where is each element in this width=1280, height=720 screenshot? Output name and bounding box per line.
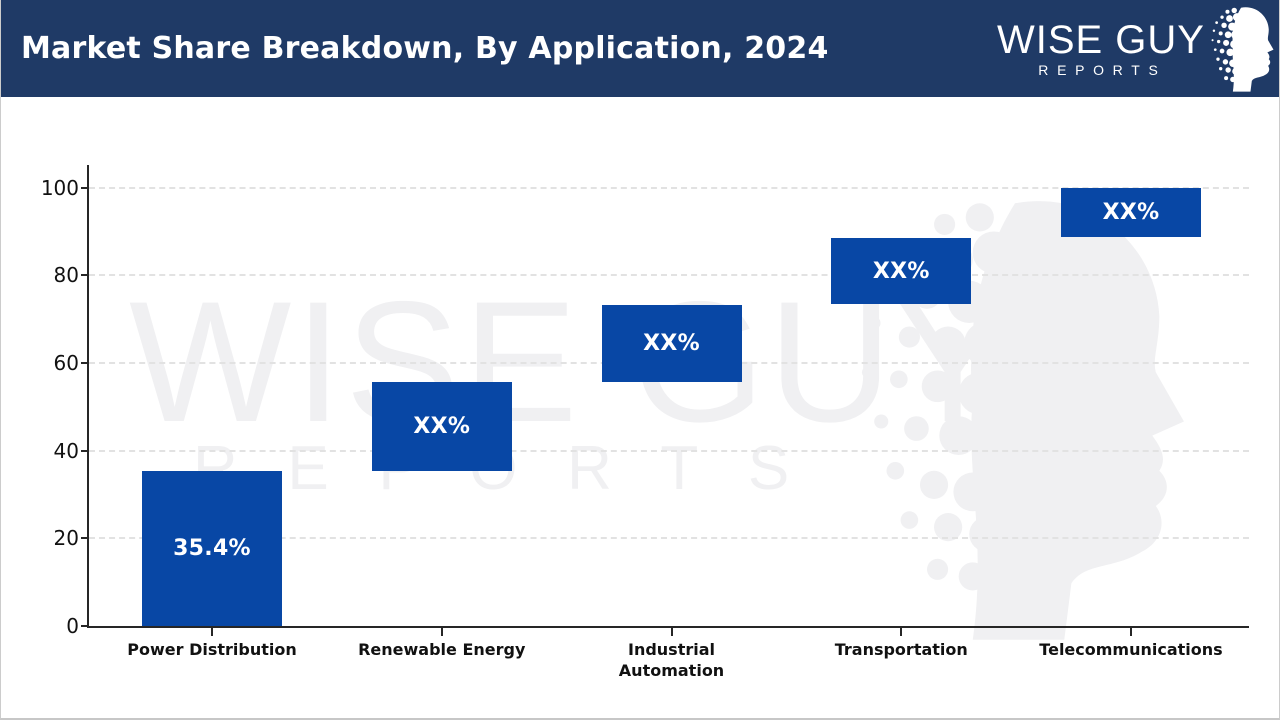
y-axis-tick: [81, 449, 89, 452]
x-axis-tick: [670, 628, 673, 636]
bar-value-label: XX%: [643, 330, 700, 356]
bar-segment: XX%: [1061, 187, 1201, 237]
bar-segment: XX%: [831, 238, 972, 305]
y-tick-label: 100: [40, 175, 79, 200]
x-axis-category-line: Renewable Energy: [358, 640, 526, 659]
x-axis-category-line: Telecommunications: [1039, 640, 1223, 659]
x-axis-category-line: Industrial: [627, 640, 715, 659]
bar-segment: XX%: [601, 304, 742, 383]
x-axis-tick: [900, 628, 903, 636]
gridline: [89, 274, 1249, 277]
dotted-face-icon: [1207, 5, 1275, 93]
header: Market Share Breakdown, By Application, …: [1, 0, 1279, 97]
bar-segment: 35.4%: [142, 470, 282, 626]
gridline: [89, 186, 1249, 189]
y-tick-label: 40: [53, 438, 79, 463]
logo-wordmark: WISE GUY: [996, 18, 1205, 62]
y-tick-label: 80: [53, 263, 79, 288]
bar-value-label: XX%: [413, 413, 471, 439]
x-axis-category-label: Telecommunications: [1011, 639, 1251, 660]
y-tick-label: 60: [53, 350, 79, 375]
logo-subtitle: REPORTS: [1038, 62, 1167, 78]
watermark-subtitle: REPORTS: [193, 434, 839, 503]
x-axis-tick: [1130, 628, 1132, 636]
bar-value-label: XX%: [872, 258, 930, 284]
y-axis-line: [87, 165, 89, 628]
y-axis-tick: [81, 625, 89, 627]
wise-guy-logo: WISE GUY REPORTS: [997, 5, 1275, 93]
x-axis-category-label: Renewable Energy: [322, 639, 562, 660]
gridline: [89, 537, 1249, 540]
page-title: Market Share Breakdown, By Application, …: [21, 31, 829, 66]
y-axis-tick: [81, 274, 89, 277]
x-axis-category-line: Transportation: [834, 640, 968, 659]
x-axis-line: [87, 626, 1249, 628]
y-tick-label: 0: [66, 614, 79, 638]
y-axis-tick: [81, 361, 89, 364]
x-axis-category-label: Transportation: [781, 639, 1021, 660]
x-axis-category-label: Power Distribution: [92, 639, 332, 660]
x-axis-tick: [440, 628, 443, 636]
x-axis-tick: [211, 628, 213, 636]
gridline: [89, 449, 1249, 452]
y-axis-tick: [81, 537, 89, 540]
bar-value-label: XX%: [1102, 199, 1160, 225]
x-axis-category-line: Automation: [618, 661, 725, 680]
bar-segment: XX%: [371, 382, 512, 471]
y-tick-label: 20: [53, 526, 79, 551]
bar-value-label: 35.4%: [173, 535, 251, 561]
x-axis-category-label: Industrial Automation: [552, 639, 792, 681]
y-axis-tick: [81, 186, 89, 189]
x-axis-category-line: Power Distribution: [127, 640, 297, 659]
